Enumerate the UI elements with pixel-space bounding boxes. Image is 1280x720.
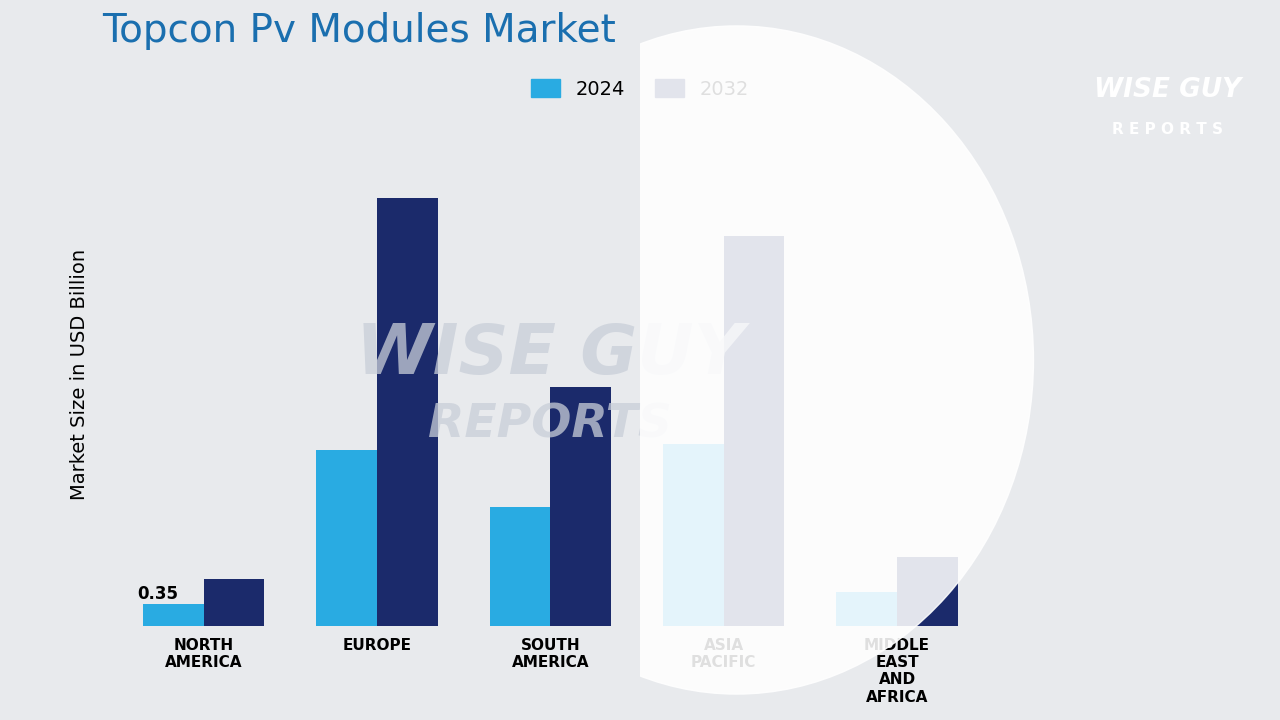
Bar <box>897 557 957 626</box>
Text: Topcon Pv Modules Market: Topcon Pv Modules Market <box>102 12 616 50</box>
Text: WISE GUY: WISE GUY <box>356 320 745 388</box>
Bar <box>663 444 723 626</box>
Text: 0.35: 0.35 <box>137 585 178 603</box>
Bar <box>204 579 265 626</box>
Bar <box>550 387 611 626</box>
Bar <box>723 235 785 626</box>
Bar <box>490 507 550 626</box>
Bar <box>316 450 378 626</box>
Text: R E P O R T S: R E P O R T S <box>1112 122 1222 137</box>
Text: REPORTS: REPORTS <box>429 402 672 447</box>
Y-axis label: Market Size in USD Billion: Market Size in USD Billion <box>69 249 88 500</box>
Bar <box>143 604 204 626</box>
Bar <box>836 592 897 626</box>
Circle shape <box>439 26 1033 694</box>
Legend: 2024, 2032: 2024, 2032 <box>524 72 756 107</box>
Bar <box>378 198 438 626</box>
Text: WISE GUY: WISE GUY <box>1093 77 1242 103</box>
